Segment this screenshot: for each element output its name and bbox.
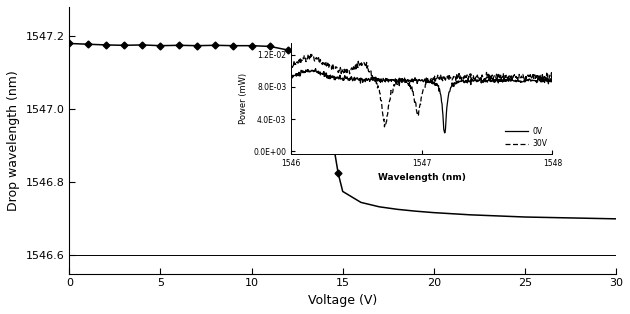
Y-axis label: Drop wavelength (nm): Drop wavelength (nm) — [7, 70, 20, 211]
30V — [462, 76, 470, 79]
X-axis label: Wavelength (nm): Wavelength (nm) — [378, 173, 466, 182]
0V — [406, 79, 413, 83]
0V — [549, 77, 556, 80]
30V — [287, 64, 295, 68]
30V — [406, 82, 414, 86]
0V — [355, 78, 362, 81]
Legend: 0V, 30V: 0V, 30V — [504, 125, 549, 150]
X-axis label: Voltage (V): Voltage (V) — [308, 294, 377, 307]
30V — [334, 70, 341, 73]
30V — [549, 74, 556, 78]
30V — [381, 125, 388, 129]
0V — [287, 73, 295, 77]
0V — [441, 131, 449, 135]
30V — [442, 76, 450, 79]
30V — [485, 73, 493, 77]
0V — [485, 78, 493, 82]
0V — [442, 118, 450, 122]
Y-axis label: Power (mW): Power (mW) — [239, 73, 248, 124]
Line: 30V: 30V — [291, 54, 553, 127]
Line: 0V: 0V — [291, 69, 553, 133]
0V — [334, 75, 341, 79]
30V — [355, 63, 362, 67]
0V — [312, 67, 319, 71]
30V — [307, 52, 314, 56]
0V — [462, 79, 470, 83]
